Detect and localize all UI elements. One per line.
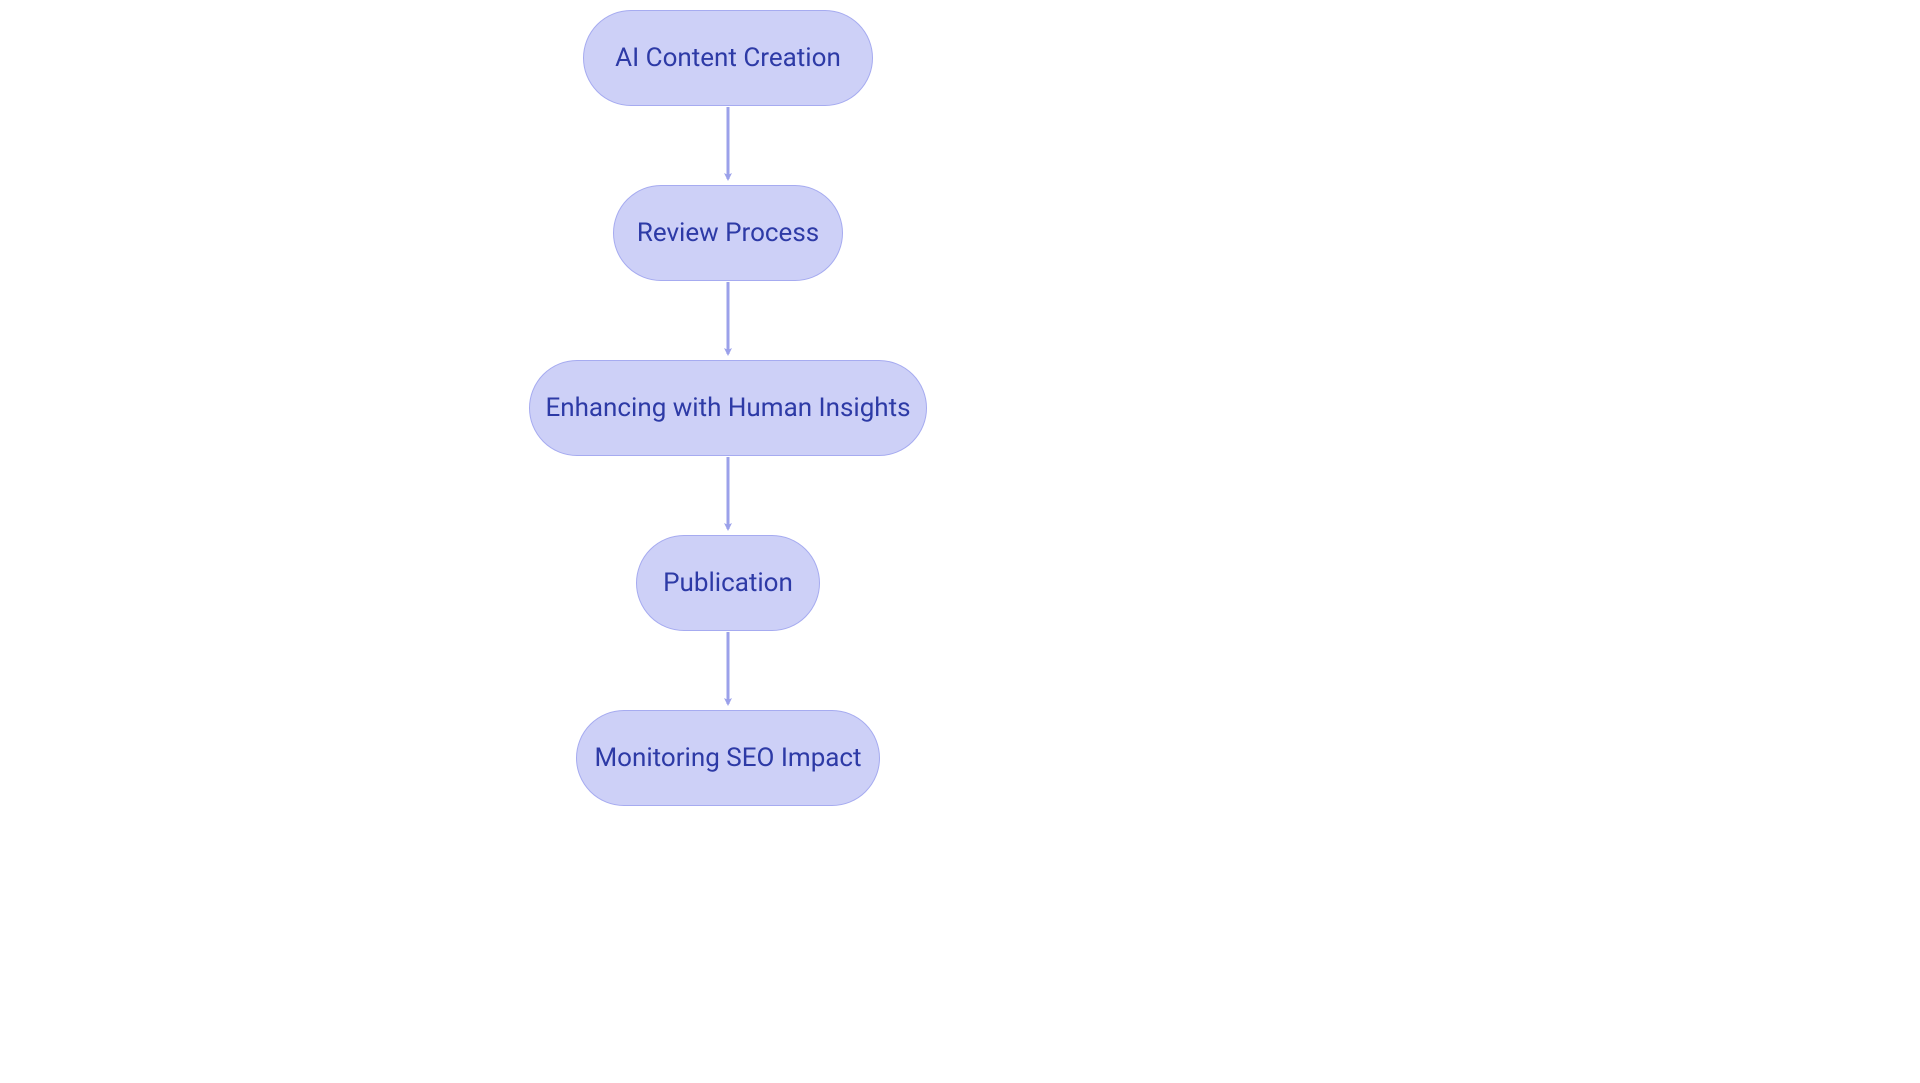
flowchart-node-label: Enhancing with Human Insights <box>545 393 910 423</box>
flowchart-node-label: Review Process <box>637 218 819 248</box>
flowchart-node-label: AI Content Creation <box>615 43 841 73</box>
flowchart-node: Monitoring SEO Impact <box>576 710 880 806</box>
flowchart-arrows <box>0 0 1920 1083</box>
flowchart-node: Enhancing with Human Insights <box>529 360 927 456</box>
flowchart-node: AI Content Creation <box>583 10 873 106</box>
flowchart-node-label: Publication <box>663 568 793 598</box>
flowchart-node: Review Process <box>613 185 843 281</box>
flowchart-node-label: Monitoring SEO Impact <box>594 743 861 773</box>
flowchart-node: Publication <box>636 535 820 631</box>
